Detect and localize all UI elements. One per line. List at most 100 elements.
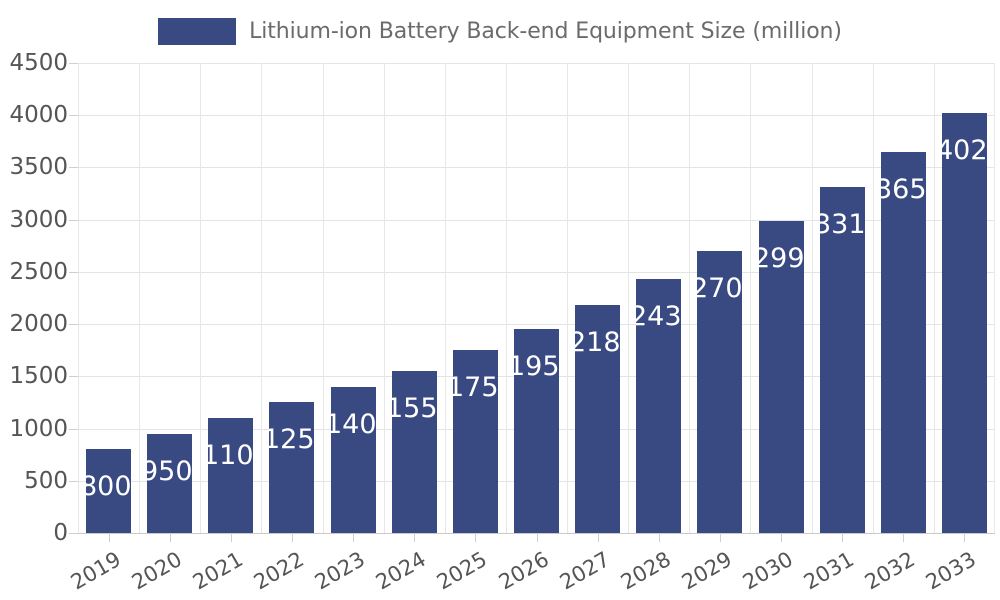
- y-tick-mark: [69, 376, 78, 378]
- y-tick-mark: [69, 324, 78, 326]
- y-tick-mark: [69, 428, 78, 430]
- bar[interactable]: [820, 187, 865, 533]
- gridline-horizontal: [78, 533, 995, 534]
- x-tick-label: 2023: [310, 547, 370, 595]
- x-tick-mark: [170, 533, 171, 542]
- y-tick-mark: [69, 115, 78, 117]
- y-tick-label: 4000: [9, 102, 68, 129]
- bar-column[interactable]: 800.5: [86, 449, 131, 533]
- x-tick-label: 2032: [861, 547, 920, 595]
- bar-column[interactable]: 2430.6: [636, 279, 681, 533]
- gridline-horizontal: [78, 167, 995, 169]
- x-tick-mark: [353, 533, 354, 542]
- gridline-vertical: [384, 63, 385, 533]
- bar[interactable]: [392, 371, 437, 533]
- x-tick-mark: [903, 533, 904, 542]
- x-tick-label: 2027: [555, 547, 614, 595]
- y-tick-mark: [69, 167, 78, 169]
- bar[interactable]: [208, 418, 253, 533]
- x-tick-mark: [659, 533, 660, 542]
- x-tick-label: 2026: [494, 547, 553, 595]
- bar[interactable]: [331, 386, 376, 533]
- bar-column[interactable]: 2700.8: [697, 250, 742, 533]
- x-tick-label: 2021: [188, 547, 247, 595]
- bar-column[interactable]: 1100.2: [208, 418, 253, 533]
- bar[interactable]: [636, 279, 681, 533]
- legend-color-swatch: [158, 17, 237, 45]
- gridline-vertical: [506, 63, 507, 533]
- x-tick-label: 2025: [433, 547, 492, 595]
- bar-column[interactable]: 1750.5: [453, 350, 498, 533]
- bar[interactable]: [514, 329, 559, 533]
- y-tick-mark: [69, 63, 78, 64]
- chart-legend: Lithium-ion Battery Back-end Equipment S…: [0, 12, 1000, 50]
- gridline-horizontal: [78, 115, 995, 117]
- bar[interactable]: [759, 220, 804, 533]
- bar[interactable]: [575, 305, 620, 533]
- legend-label: Lithium-ion Battery Back-end Equipment S…: [249, 18, 842, 44]
- y-tick-label: 0: [53, 520, 68, 546]
- gridline-vertical: [873, 63, 874, 533]
- x-tick-mark: [231, 533, 232, 542]
- y-tick-label: 3500: [9, 154, 68, 181]
- y-tick-mark: [69, 533, 78, 534]
- bar-column[interactable]: 1950.3: [514, 329, 559, 533]
- x-tick-mark: [842, 533, 843, 542]
- bar-column[interactable]: 1550.8: [392, 371, 437, 533]
- bar[interactable]: [697, 250, 742, 533]
- y-tick-mark: [69, 480, 78, 482]
- bar-column[interactable]: 3650.4: [881, 151, 926, 533]
- bar[interactable]: [86, 449, 131, 533]
- gridline-horizontal: [78, 271, 995, 273]
- bar-column[interactable]: 1250.4: [269, 402, 314, 533]
- x-tick-mark: [109, 533, 110, 542]
- y-tick-label: 4500: [9, 50, 68, 76]
- gridline-vertical: [445, 63, 446, 533]
- bar[interactable]: [453, 350, 498, 533]
- bar-column[interactable]: 3310.2: [820, 187, 865, 533]
- x-tick-mark: [781, 533, 782, 542]
- gridline-vertical: [261, 63, 262, 533]
- gridline-vertical: [750, 63, 751, 533]
- bar[interactable]: [942, 113, 987, 533]
- gridline-vertical: [139, 63, 140, 533]
- x-tick-mark: [475, 533, 476, 542]
- y-tick-mark: [69, 219, 78, 221]
- gridline-vertical: [567, 63, 568, 533]
- bar-column[interactable]: 1400.6: [331, 386, 376, 533]
- y-tick-label: 1500: [9, 363, 68, 390]
- gridline-horizontal: [78, 63, 995, 64]
- x-tick-label: 2030: [738, 547, 798, 595]
- x-tick-mark: [292, 533, 293, 542]
- gridline-vertical: [812, 63, 813, 533]
- x-tick-label: 2028: [616, 547, 675, 595]
- y-tick-mark: [69, 271, 78, 273]
- x-tick-label: 2031: [799, 547, 859, 595]
- x-tick-mark: [414, 533, 415, 542]
- gridline-vertical: [994, 63, 995, 533]
- x-tick-mark: [964, 533, 965, 542]
- x-tick-mark: [537, 533, 538, 542]
- bar-column[interactable]: 2180.4: [575, 305, 620, 533]
- plot-area: 800.5 950.3 1100.2 1250.4 1400.6 1550.8 1750.5…: [69, 63, 995, 542]
- bar[interactable]: [881, 151, 926, 533]
- y-tick-label: 3000: [9, 206, 68, 233]
- x-tick-label: 2024: [371, 547, 431, 595]
- bar[interactable]: [147, 433, 192, 533]
- x-tick-label: 2033: [922, 547, 981, 595]
- gridline-vertical: [628, 63, 629, 533]
- y-tick-label: 1000: [9, 415, 68, 442]
- x-tick-label: 2022: [249, 547, 308, 595]
- gridline-vertical: [200, 63, 201, 533]
- x-tick-label: 2029: [677, 547, 736, 595]
- x-tick-label: 2020: [127, 547, 186, 595]
- bar-column[interactable]: 2990.5: [759, 220, 804, 533]
- bar[interactable]: [269, 402, 314, 533]
- bar-column[interactable]: 950.3: [147, 433, 192, 533]
- x-tick-label: 2019: [66, 547, 125, 595]
- gridline-vertical: [689, 63, 690, 533]
- gridline-vertical: [78, 63, 79, 533]
- x-tick-mark: [598, 533, 599, 542]
